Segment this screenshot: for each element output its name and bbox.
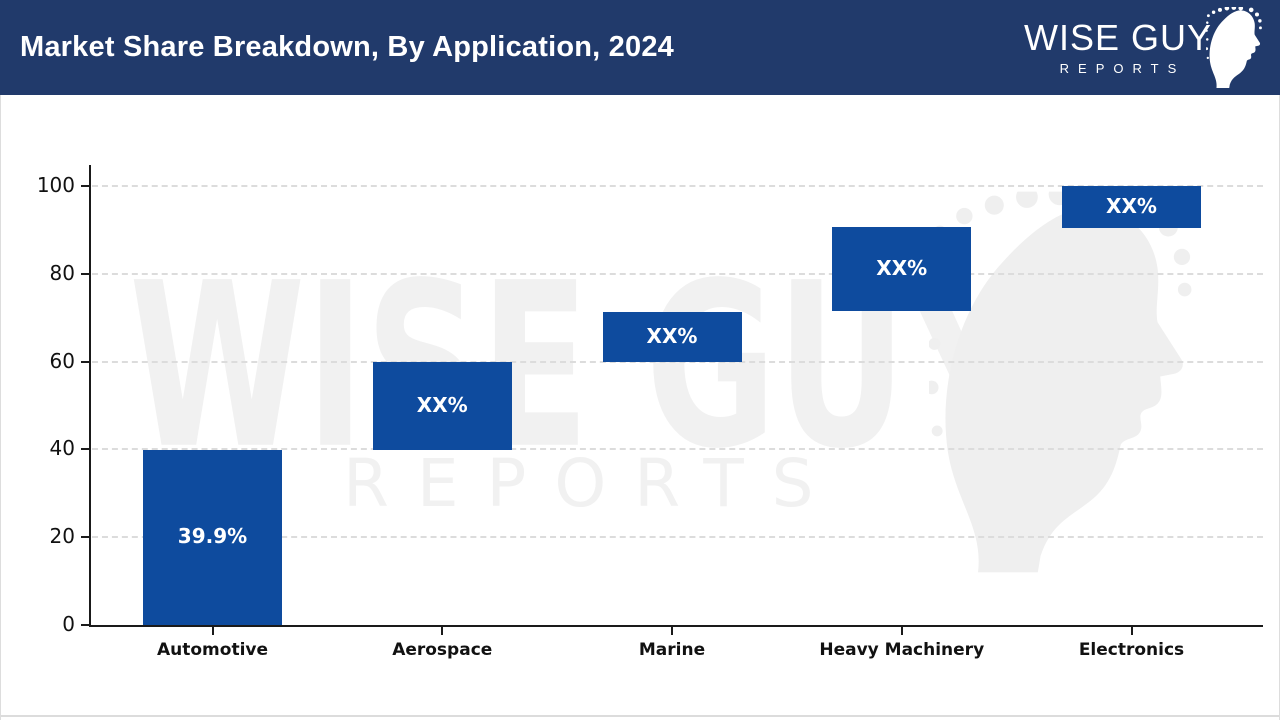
gridline [92,448,1263,451]
x-axis-tick [671,627,673,635]
y-axis-tick-label: 40 [49,436,75,461]
x-axis-category-label: Marine [638,640,706,660]
bar-heavy-machinery [832,226,972,311]
logo-subtitle: REPORTS [1059,60,1186,76]
y-axis-tick-label: 100 [36,173,75,197]
logo: WISE GUY REPORTS [1024,7,1264,88]
y-axis-tick [81,536,90,539]
y-axis-tick-label: 0 [62,612,75,636]
bar-value-label: XX% [876,255,928,280]
plot: 0 20 40 60 80 100 39.9% Automotive XX% Aerospace X… [1,95,1279,720]
bar-value-label: XX% [416,392,468,417]
bottom-border-line [1,715,1279,717]
y-axis-tick-label: 20 [49,524,75,549]
bar-marine [602,311,742,362]
header: Market Share Breakdown, By Application, … [0,0,1280,95]
gridline [92,536,1263,539]
y-axis-tick-label: 80 [49,260,75,285]
x-axis-line [89,625,1263,627]
x-axis-tick [211,627,214,635]
y-axis-tick [81,272,90,275]
chart-area: WISE GUY REPORTS 0 20 40 60 80 100 39.9% Automo… [0,95,1280,720]
bar-electronics [1062,186,1201,229]
bar-value-label: XX% [1106,194,1157,219]
watermark-subtitle: REPORTS [343,445,842,522]
x-axis-category-label: Aerospace [392,640,493,660]
bar-automotive [143,449,282,625]
x-axis-category-label: Heavy Machinery [819,640,985,660]
bar-value-label: XX% [646,323,698,348]
y-axis-tick [81,360,90,363]
gridline [92,360,1263,363]
x-axis-category-label: Electronics [1078,640,1185,660]
chart-title: Market Share Breakdown, By Application, … [20,31,674,63]
gridline [92,272,1263,275]
gridline [92,185,1263,187]
x-axis-tick [441,627,444,635]
y-axis-line [89,165,91,627]
y-axis-tick [81,448,90,451]
y-axis-tick [81,185,90,187]
x-axis-tick [900,627,903,635]
x-axis-tick [1130,627,1133,635]
logo-face-icon [1206,7,1264,88]
bar-aerospace [372,362,512,450]
x-axis-category-label: Automotive [156,640,269,660]
y-axis-tick-label: 60 [49,348,75,373]
logo-wordmark: WISE GUY [1023,16,1212,58]
logo-text: WISE GUY REPORTS [1023,16,1212,76]
y-axis-tick [81,624,90,626]
bar-value-label: 39.9% [177,524,248,549]
